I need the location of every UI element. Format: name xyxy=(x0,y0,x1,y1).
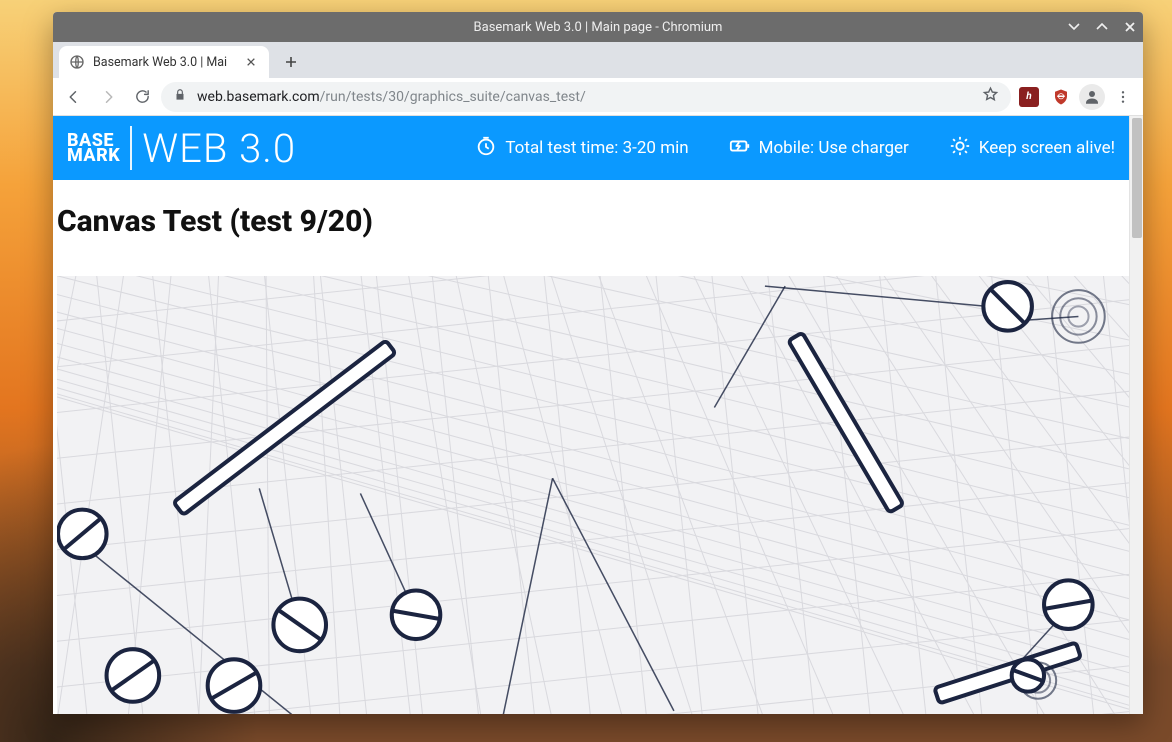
extension-red-label: h xyxy=(1019,87,1039,107)
window-close-icon[interactable] xyxy=(1123,20,1137,34)
browser-menu-button[interactable] xyxy=(1109,83,1137,111)
logo-bottom: MARK xyxy=(67,148,120,163)
page-heading: Canvas Test (test 9/20) xyxy=(57,180,1129,253)
battery-charging-icon xyxy=(729,135,751,162)
browser-tab[interactable]: Basemark Web 3.0 | Mai xyxy=(59,46,269,78)
reload-button[interactable] xyxy=(127,82,157,112)
page-viewport: BASE MARK WEB 3.0 Total test time: 3-20 … xyxy=(53,116,1143,714)
profile-avatar-icon[interactable] xyxy=(1079,84,1105,110)
tab-close-icon[interactable] xyxy=(243,54,259,70)
tab-title: Basemark Web 3.0 | Mai xyxy=(93,55,235,70)
info-screen-alive: Keep screen alive! xyxy=(949,135,1115,162)
sun-icon xyxy=(949,135,971,162)
window-title: Basemark Web 3.0 | Main page - Chromium xyxy=(474,20,723,35)
canvas-test-area xyxy=(57,276,1129,714)
url-host: web.basemark.com xyxy=(197,89,320,105)
ublock-icon[interactable] xyxy=(1047,83,1075,111)
browser-toolbar: web.basemark.com/run/tests/30/graphics_s… xyxy=(53,78,1143,116)
url-text: web.basemark.com/run/tests/30/graphics_s… xyxy=(197,89,586,105)
info-charger: Mobile: Use charger xyxy=(729,135,909,162)
scrollbar-thumb[interactable] xyxy=(1132,118,1142,238)
info-screen-label: Keep screen alive! xyxy=(979,138,1115,158)
bookmark-star-icon[interactable] xyxy=(982,86,999,107)
address-bar[interactable]: web.basemark.com/run/tests/30/graphics_s… xyxy=(161,82,1011,112)
window-titlebar[interactable]: Basemark Web 3.0 | Main page - Chromium xyxy=(53,12,1143,42)
globe-icon xyxy=(69,54,85,70)
window-minimize-icon[interactable] xyxy=(1067,20,1081,34)
back-button[interactable] xyxy=(59,82,89,112)
logo-web30: WEB 3.0 xyxy=(142,125,296,172)
basemark-logo: BASE MARK WEB 3.0 xyxy=(67,125,296,172)
window-maximize-icon[interactable] xyxy=(1095,20,1109,34)
url-path: /run/tests/30/graphics_suite/canvas_test… xyxy=(320,89,586,105)
forward-button[interactable] xyxy=(93,82,123,112)
basemark-header: BASE MARK WEB 3.0 Total test time: 3-20 … xyxy=(53,116,1129,180)
clock-icon xyxy=(475,135,497,162)
new-tab-button[interactable] xyxy=(277,48,305,76)
page-content: BASE MARK WEB 3.0 Total test time: 3-20 … xyxy=(53,116,1129,714)
lock-icon xyxy=(173,88,187,106)
extension-red-icon[interactable]: h xyxy=(1015,83,1043,111)
info-charger-label: Mobile: Use charger xyxy=(759,138,909,158)
browser-window: Basemark Web 3.0 | Main page - Chromium … xyxy=(53,12,1143,714)
info-test-time: Total test time: 3-20 min xyxy=(475,135,688,162)
vertical-scrollbar[interactable] xyxy=(1129,116,1143,714)
info-test-time-label: Total test time: 3-20 min xyxy=(505,138,688,158)
tab-strip: Basemark Web 3.0 | Mai xyxy=(53,42,1143,78)
